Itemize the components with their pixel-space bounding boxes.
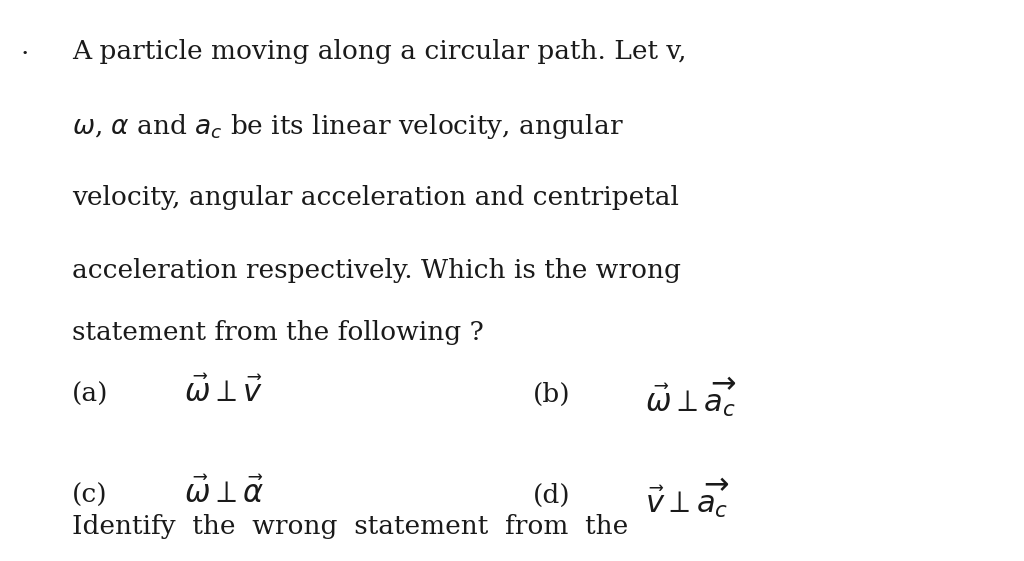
Text: velocity, angular acceleration and centripetal: velocity, angular acceleration and centr… — [72, 185, 679, 210]
Text: .: . — [20, 34, 29, 59]
Text: A particle moving along a circular path. Let v,: A particle moving along a circular path.… — [72, 39, 686, 65]
Text: $\vec{\omega} \perp \vec{v}$: $\vec{\omega} \perp \vec{v}$ — [184, 376, 263, 408]
Text: $\omega$, $\alpha$ and $a_c$ be its linear velocity, angular: $\omega$, $\alpha$ and $a_c$ be its line… — [72, 112, 624, 141]
Text: statement from the following ?: statement from the following ? — [72, 320, 483, 345]
Text: (c): (c) — [72, 482, 108, 508]
Text: Identify  the  wrong  statement  from  the: Identify the wrong statement from the — [72, 513, 628, 539]
Text: (b): (b) — [532, 381, 570, 407]
Text: (a): (a) — [72, 381, 109, 407]
Text: (d): (d) — [532, 482, 570, 508]
Text: $\vec{v} \perp \overrightarrow{a_c}$: $\vec{v} \perp \overrightarrow{a_c}$ — [645, 477, 729, 520]
Text: $\vec{\omega} \perp \overrightarrow{a_c}$: $\vec{\omega} \perp \overrightarrow{a_c}… — [645, 376, 737, 419]
Text: acceleration respectively. Which is the wrong: acceleration respectively. Which is the … — [72, 258, 681, 283]
Text: $\vec{\omega} \perp \vec{\alpha}$: $\vec{\omega} \perp \vec{\alpha}$ — [184, 477, 264, 509]
